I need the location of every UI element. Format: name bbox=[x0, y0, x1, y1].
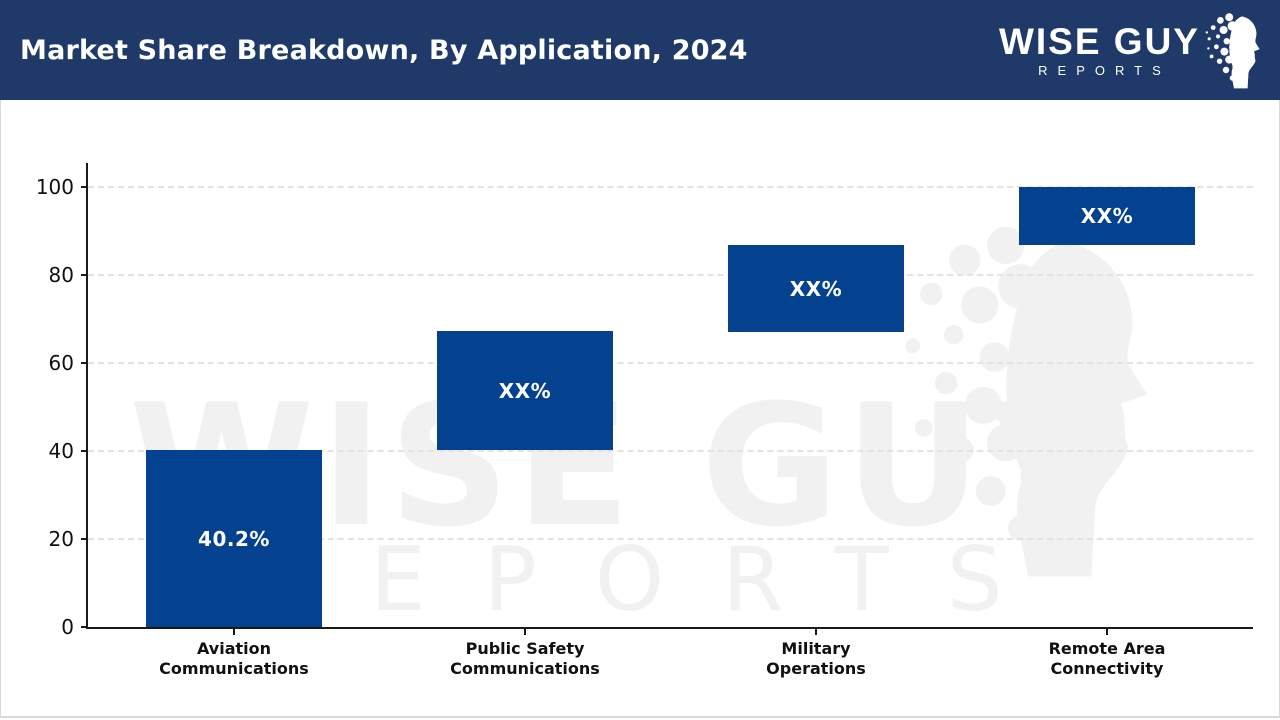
x-axis-tickmark bbox=[524, 627, 526, 635]
y-axis-tick-label: 80 bbox=[48, 263, 74, 287]
x-axis-tickmark bbox=[1106, 627, 1108, 635]
gridline-60 bbox=[88, 362, 1253, 364]
brand-logo: WISE GUY REPORTS bbox=[999, 10, 1266, 90]
gridline-80 bbox=[88, 274, 1253, 276]
category-label-line: Connectivity bbox=[1050, 659, 1164, 678]
watermark-head-icon bbox=[905, 226, 1148, 577]
gridline-20 bbox=[88, 538, 1253, 540]
chart-title: Market Share Breakdown, By Application, … bbox=[20, 34, 748, 66]
bar-value-label: XX% bbox=[789, 276, 843, 301]
brand-name: WISE GUY bbox=[998, 21, 1200, 62]
bar-segment: 40.2% bbox=[146, 450, 322, 627]
category-label-line: Military bbox=[781, 639, 851, 658]
x-axis-tickmark bbox=[233, 627, 235, 635]
y-axis-tickmark bbox=[81, 362, 88, 364]
gridline-100 bbox=[88, 186, 1253, 188]
y-axis-line bbox=[86, 163, 88, 629]
x-axis-category-label: Aviation Communications bbox=[94, 639, 374, 679]
bar-segment: XX% bbox=[437, 331, 613, 450]
gridline-40 bbox=[88, 450, 1253, 452]
category-label-line: Aviation bbox=[196, 639, 272, 658]
brand-subtitle: REPORTS bbox=[1038, 63, 1171, 78]
x-axis-tickmark bbox=[815, 627, 817, 635]
x-axis-category-label: Remote Area Connectivity bbox=[967, 639, 1247, 679]
x-axis-category-label: Military Operations bbox=[676, 639, 956, 679]
header-bar: Market Share Breakdown, By Application, … bbox=[0, 0, 1280, 100]
brand-head-icon bbox=[1205, 13, 1260, 89]
bar-value-label: XX% bbox=[498, 378, 552, 403]
category-label-line: Public Safety bbox=[465, 639, 585, 658]
bar-segment: XX% bbox=[1019, 187, 1195, 245]
y-axis-tick-label: 100 bbox=[35, 175, 74, 199]
x-axis-line bbox=[86, 627, 1253, 629]
y-axis-tick-label: 40 bbox=[48, 439, 74, 463]
y-axis-tickmark bbox=[81, 450, 88, 452]
y-axis-tick-label: 60 bbox=[48, 351, 74, 375]
y-axis-tick-label: 20 bbox=[48, 527, 74, 551]
category-label-line: Operations bbox=[766, 659, 866, 678]
x-axis-category-label: Public Safety Communications bbox=[385, 639, 665, 679]
y-axis-tickmark bbox=[81, 274, 88, 276]
category-label-line: Communications bbox=[159, 659, 309, 678]
bar-value-label: XX% bbox=[1080, 204, 1134, 228]
watermark-reports-text: REPORTS bbox=[251, 528, 1061, 631]
bar-segment: XX% bbox=[728, 245, 904, 332]
brand-logo-text: WISE GUY REPORTS bbox=[999, 23, 1200, 77]
y-axis-tickmark bbox=[81, 186, 88, 188]
category-label-line: Remote Area bbox=[1048, 639, 1166, 658]
y-axis-tick-label: 0 bbox=[61, 615, 74, 639]
category-label-line: Communications bbox=[450, 659, 600, 678]
y-axis-tickmark bbox=[81, 626, 88, 628]
y-axis-tickmark bbox=[81, 538, 88, 540]
bar-value-label: 40.2% bbox=[198, 526, 270, 551]
